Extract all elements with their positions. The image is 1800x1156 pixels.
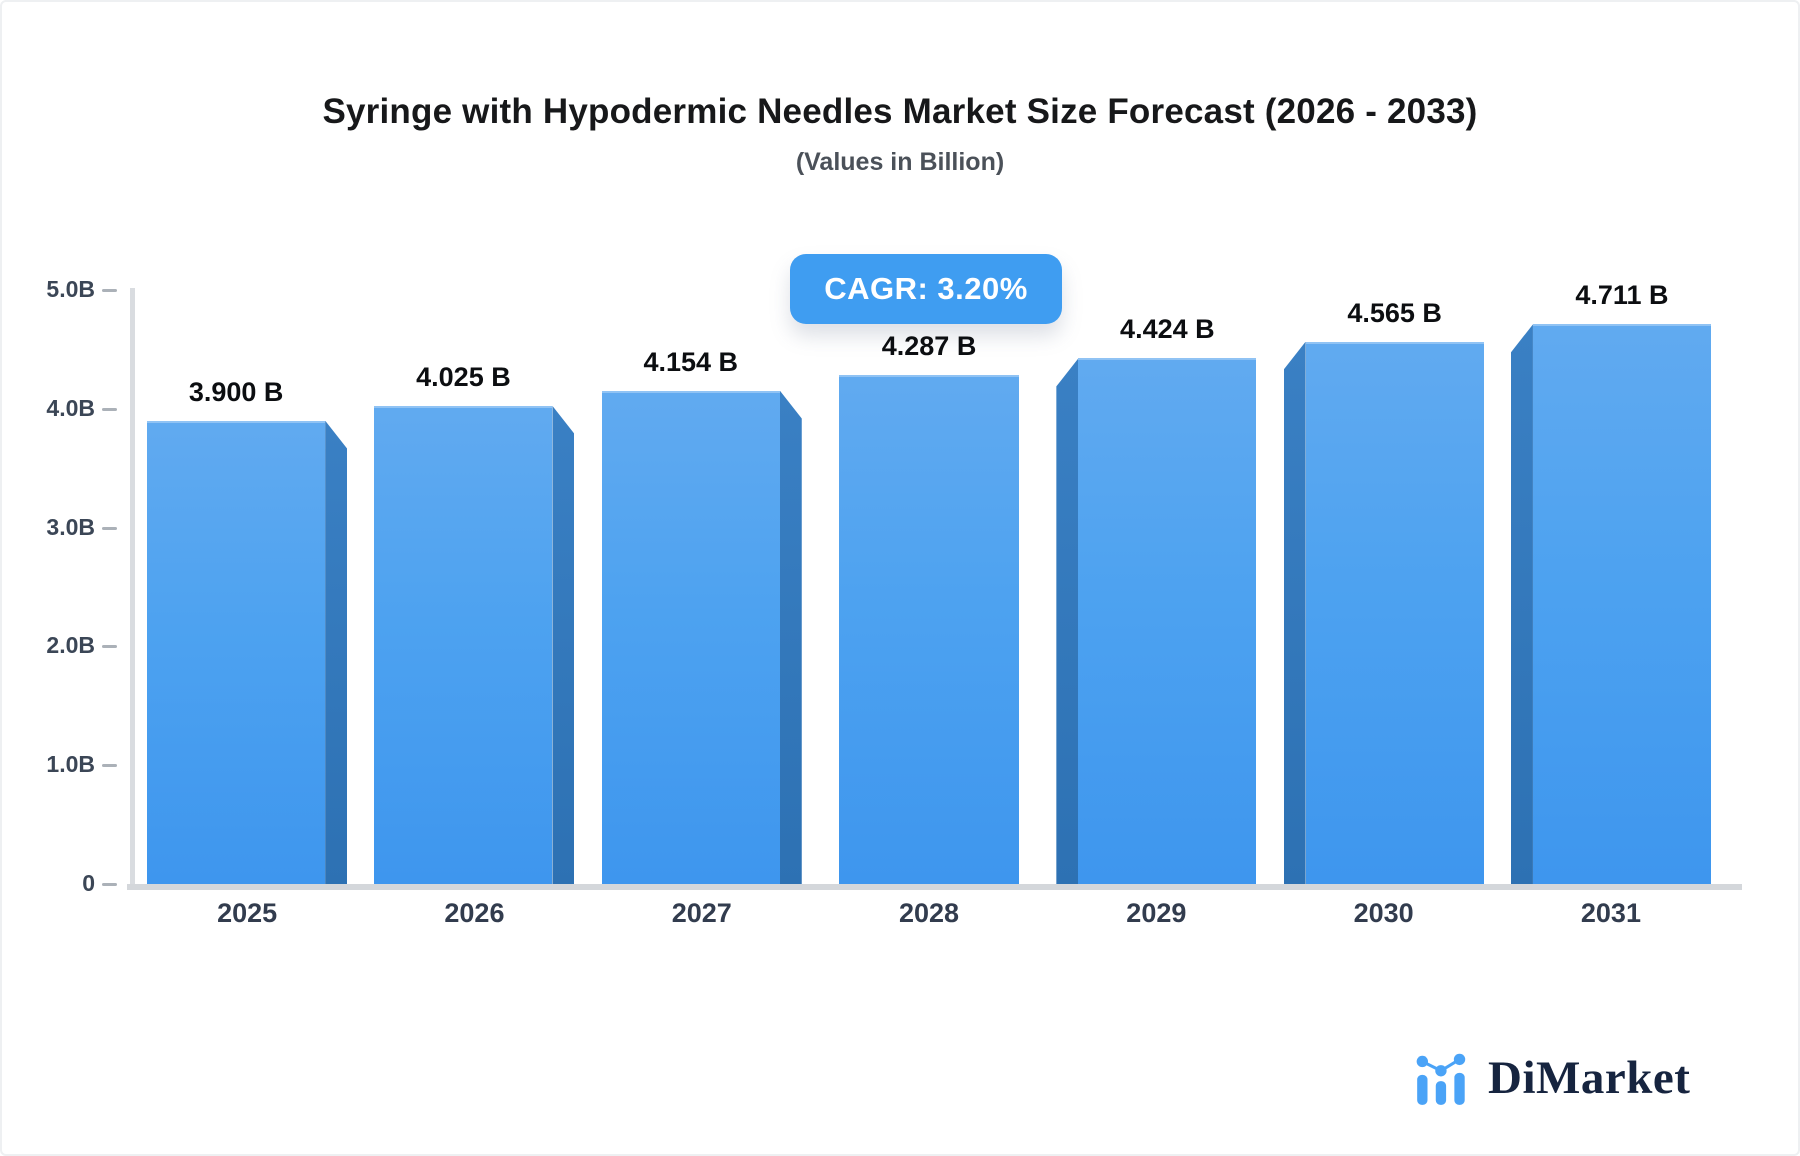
y-tick-label: 3.0B [46,513,95,540]
y-tick-mark [102,883,117,886]
bar-value-label: 4.154 B [643,346,739,377]
x-category-label: 2029 [1126,898,1187,928]
cagr-badge: CAGR: 3.20% [790,254,1062,324]
logo-text: DiMarket [1488,1052,1691,1104]
chart-title: Syringe with Hypodermic Needles Market S… [322,92,1478,131]
bar-3d-side [325,420,348,884]
bar-value-label: 4.287 B [881,330,977,361]
bar-value-label: 4.565 B [1347,297,1442,328]
bar-value-label: 3.900 B [188,376,284,407]
x-category-label: 2026 [444,898,505,928]
bar-3d-side [1510,324,1533,884]
bar-3d-side [1283,341,1306,884]
cagr-badge-label: CAGR: 3.20% [824,271,1028,306]
y-tick-mark [102,526,117,530]
bar-2028 [839,374,1020,884]
bar-line-chart-logo-icon [1416,1053,1466,1105]
y-axis-line [130,288,135,889]
bar-2030 [1305,341,1484,884]
bar-value-label: 4.025 B [416,361,511,392]
chart-subtitle: (Values in Billion) [795,148,1005,176]
y-tick-label: 5.0B [46,276,95,302]
bar-2031 [1532,324,1711,884]
x-category-label: 2027 [671,898,732,928]
y-tick-label: 1.0B [46,751,95,778]
y-tick-mark [102,289,117,292]
bar-2029 [1078,358,1257,884]
y-tick-mark [102,645,117,649]
bar-3d-side [779,390,802,884]
bar-3d-side [552,405,575,884]
y-tick-label: 4.0B [46,394,95,421]
dimarket-logo: DiMarket [1412,1042,1702,1114]
bar-value-label: 4.424 B [1120,314,1215,345]
y-tick-label: 2.0B [46,632,95,659]
x-category-label: 2025 [217,898,278,928]
bar-value-label: 4.711 B [1575,280,1669,311]
bar-2025 [147,420,326,884]
x-axis-line [127,884,1742,890]
bar-3d-side [1056,358,1079,884]
bar-2026 [374,405,553,884]
y-tick-mark [102,407,117,411]
y-tick-mark [102,764,117,768]
x-category-label: 2028 [899,898,960,928]
x-category-label: 2031 [1580,898,1641,928]
x-category-label: 2030 [1353,898,1414,928]
bar-2027 [601,390,780,884]
y-tick-label: 0 [82,870,95,896]
